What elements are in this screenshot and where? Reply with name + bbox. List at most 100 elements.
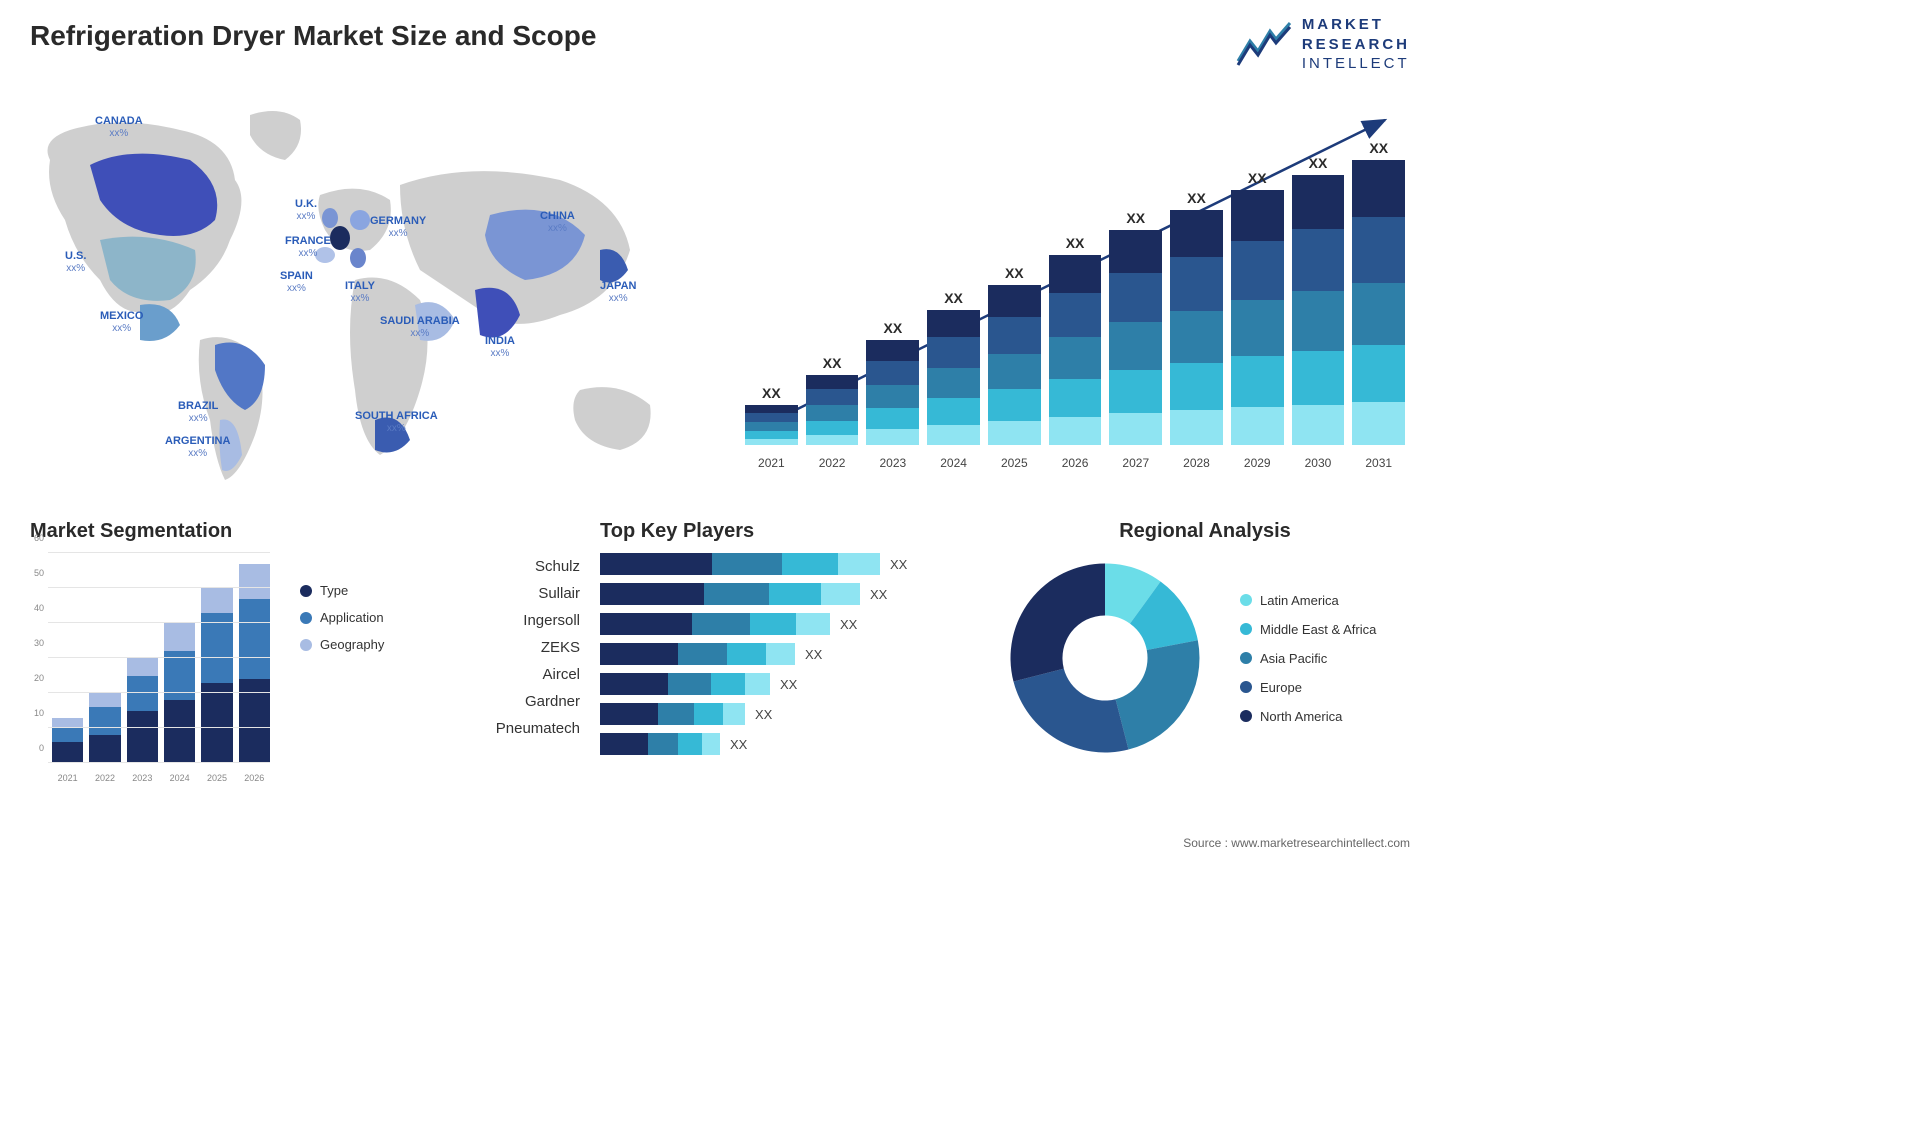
growth-bar-column: XX [988,265,1041,445]
key-players-title: Top Key Players [600,520,970,543]
legend-dot-icon [1240,594,1252,606]
key-player-value-label: XX [780,677,797,692]
legend-label: Europe [1260,680,1302,695]
growth-year-label: 2024 [927,456,980,470]
market-segmentation-section: Market Segmentation 0102030405060 202120… [30,520,450,783]
seg-bar-column [127,658,158,763]
map-country-label: SPAINxx% [280,270,313,295]
growth-bar-column: XX [1170,190,1223,445]
key-player-bar-row: XX [600,583,970,605]
key-player-value-label: XX [870,587,887,602]
logo-text: MARKET RESEARCH INTELLECT [1302,15,1410,74]
map-country-label: U.K.xx% [295,198,317,223]
growth-value-label: XX [1248,170,1267,186]
segmentation-legend: Type Application Geography [300,583,384,652]
legend-label: Geography [320,637,384,652]
seg-bar-column [201,588,232,763]
legend-dot-icon [1240,681,1252,693]
growth-value-label: XX [1369,140,1388,156]
seg-gridline [48,622,270,623]
seg-ytick: 50 [34,568,44,578]
seg-bar-column [239,564,270,764]
donut-slice [1013,669,1128,753]
seg-ytick: 30 [34,638,44,648]
segmentation-chart: 0102030405060 202120222023202420252026 [30,553,270,783]
segmentation-title: Market Segmentation [30,520,450,543]
regional-donut-chart [1000,553,1210,763]
seg-ytick: 0 [39,743,44,753]
growth-value-label: XX [1126,210,1145,226]
seg-bar-column [52,718,83,764]
player-name: Gardner [470,693,580,710]
legend-dot-icon [1240,710,1252,722]
growth-value-label: XX [823,355,842,371]
legend-dot-icon [1240,623,1252,635]
seg-ytick: 40 [34,603,44,613]
seg-year-label: 2024 [164,773,195,783]
donut-slice [1011,564,1106,682]
map-country-label: CHINAxx% [540,210,575,235]
logo-icon [1236,21,1292,67]
growth-value-label: XX [1187,190,1206,206]
growth-bar-column: XX [1109,210,1162,445]
seg-gridline [48,587,270,588]
legend-item: Europe [1240,680,1376,695]
growth-bar-column: XX [1352,140,1405,445]
key-player-value-label: XX [890,557,907,572]
brand-logo: MARKET RESEARCH INTELLECT [1236,15,1410,74]
regional-analysis-section: Regional Analysis Latin AmericaMiddle Ea… [1000,520,1410,763]
legend-item: Type [300,583,384,598]
seg-gridline [48,762,270,763]
growth-value-label: XX [883,320,902,336]
players-name-list: SchulzSullairIngersollZEKSAircelGardnerP… [470,558,580,737]
seg-year-label: 2021 [52,773,83,783]
growth-year-label: 2021 [745,456,798,470]
seg-gridline [48,552,270,553]
player-name: Aircel [470,666,580,683]
growth-year-label: 2023 [866,456,919,470]
key-player-bar-row: XX [600,733,970,755]
seg-bar-column [164,623,195,763]
key-player-value-label: XX [805,647,822,662]
seg-year-label: 2026 [239,773,270,783]
player-name: Sullair [470,585,580,602]
donut-slice [1116,640,1200,749]
growth-year-label: 2031 [1352,456,1405,470]
map-country-label: MEXICOxx% [100,310,143,335]
legend-label: Middle East & Africa [1260,622,1376,637]
seg-ytick: 60 [34,533,44,543]
map-country-label: FRANCExx% [285,235,331,260]
player-name: Schulz [470,558,580,575]
legend-label: Latin America [1260,593,1339,608]
page-title: Refrigeration Dryer Market Size and Scop… [30,20,596,52]
legend-dot-icon [300,612,312,624]
key-player-bar-row: XX [600,643,970,665]
seg-ytick: 10 [34,708,44,718]
growth-value-label: XX [1066,235,1085,251]
growth-bar-column: XX [866,320,919,445]
growth-year-label: 2026 [1049,456,1102,470]
map-country-label: SOUTH AFRICAxx% [355,410,438,435]
legend-dot-icon [300,639,312,651]
growth-year-label: 2030 [1292,456,1345,470]
seg-gridline [48,727,270,728]
map-country-label: GERMANYxx% [370,215,426,240]
key-player-value-label: XX [755,707,772,722]
key-player-bar-row: XX [600,673,970,695]
map-country-label: INDIAxx% [485,335,515,360]
map-country-label: CANADAxx% [95,115,143,140]
seg-year-label: 2022 [89,773,120,783]
key-player-value-label: XX [840,617,857,632]
key-player-bar-row: XX [600,613,970,635]
growth-bar-column: XX [806,355,859,445]
seg-year-label: 2025 [201,773,232,783]
seg-year-label: 2023 [127,773,158,783]
map-country-label: JAPANxx% [600,280,636,305]
legend-item: Latin America [1240,593,1376,608]
legend-item: Application [300,610,384,625]
map-country-label: U.S.xx% [65,250,86,275]
key-player-value-label: XX [730,737,747,752]
regional-legend: Latin AmericaMiddle East & AfricaAsia Pa… [1240,593,1376,724]
player-name: Pneumatech [470,720,580,737]
growth-year-label: 2027 [1109,456,1162,470]
